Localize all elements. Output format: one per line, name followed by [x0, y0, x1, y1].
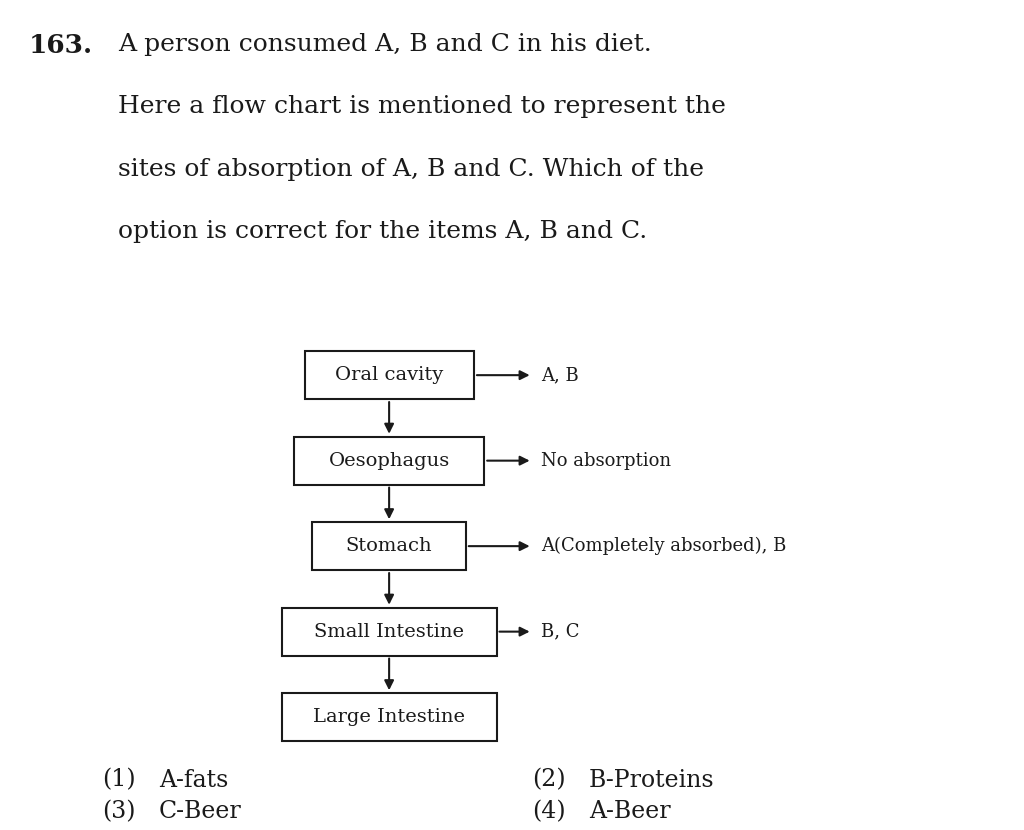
FancyBboxPatch shape — [295, 437, 483, 485]
Text: A-Beer: A-Beer — [589, 800, 671, 823]
Text: (1): (1) — [102, 769, 136, 792]
Text: (3): (3) — [102, 800, 136, 823]
Text: No absorption: No absorption — [541, 452, 671, 470]
Text: (2): (2) — [532, 769, 566, 792]
Text: A(Completely absorbed), B: A(Completely absorbed), B — [541, 537, 786, 555]
Text: (4): (4) — [532, 800, 566, 823]
FancyBboxPatch shape — [282, 693, 497, 741]
Text: A person consumed A, B and C in his diet.: A person consumed A, B and C in his diet… — [118, 33, 651, 56]
Text: A-fats: A-fats — [159, 769, 228, 792]
Text: Oesophagus: Oesophagus — [329, 452, 450, 470]
FancyBboxPatch shape — [312, 522, 466, 570]
FancyBboxPatch shape — [305, 351, 473, 399]
Text: sites of absorption of A, B and C. Which of the: sites of absorption of A, B and C. Which… — [118, 158, 703, 181]
Text: B, C: B, C — [541, 622, 580, 641]
Text: Oral cavity: Oral cavity — [335, 366, 443, 384]
Text: Here a flow chart is mentioned to represent the: Here a flow chart is mentioned to repres… — [118, 95, 726, 119]
Text: Small Intestine: Small Intestine — [314, 622, 464, 641]
Text: Large Intestine: Large Intestine — [313, 708, 465, 726]
Text: 163.: 163. — [29, 33, 93, 58]
Text: option is correct for the items A, B and C.: option is correct for the items A, B and… — [118, 220, 647, 243]
Text: C-Beer: C-Beer — [159, 800, 242, 823]
FancyBboxPatch shape — [282, 608, 497, 656]
Text: A, B: A, B — [541, 366, 579, 384]
Text: Stomach: Stomach — [346, 537, 432, 555]
Text: B-Proteins: B-Proteins — [589, 769, 715, 792]
